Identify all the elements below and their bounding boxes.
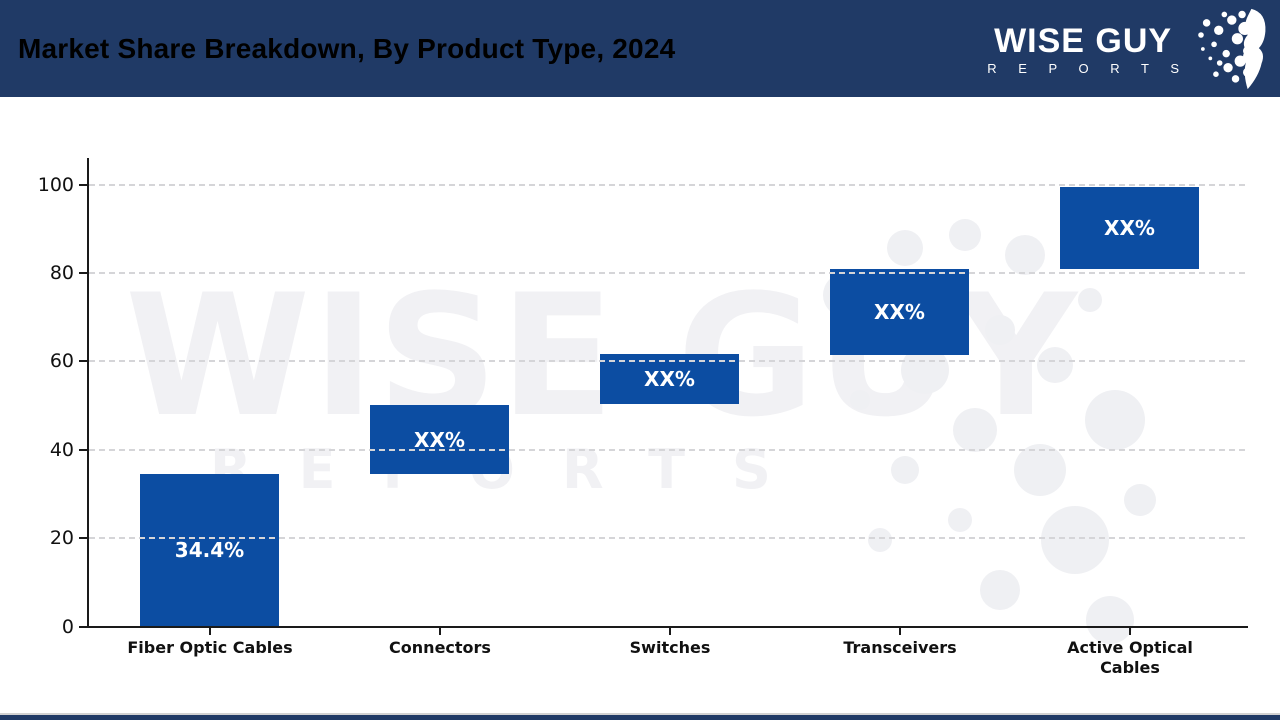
x-tick-label-connectors: Connectors bbox=[389, 638, 491, 657]
gridline-60 bbox=[89, 360, 1245, 363]
y-tick-mark-100 bbox=[79, 183, 88, 186]
x-tick-mark-transceivers bbox=[899, 628, 901, 635]
bar-fiber-optic-cables: 34.4% bbox=[140, 474, 279, 627]
y-tick-label-20: 20 bbox=[49, 527, 74, 550]
watermark-subtext: REPORTS bbox=[210, 438, 818, 501]
y-tick-mark-80 bbox=[79, 271, 88, 274]
y-tick-mark-20 bbox=[79, 537, 88, 540]
y-tick-label-40: 40 bbox=[49, 438, 74, 461]
x-tick-mark-switches bbox=[669, 628, 671, 635]
x-tick-label-switches: Switches bbox=[629, 638, 711, 657]
bar-value-label-active-optical-cables: XX% bbox=[1104, 216, 1155, 241]
y-tick-label-80: 80 bbox=[49, 261, 74, 284]
brand-subname: R E P O R T S bbox=[987, 60, 1188, 76]
bar-connectors: XX% bbox=[370, 404, 509, 475]
x-tick-mark-connectors bbox=[439, 628, 441, 635]
page-title: Market Share Breakdown, By Product Type,… bbox=[18, 33, 676, 64]
y-tick-mark-60 bbox=[79, 360, 88, 363]
brand-name: WISE GUY bbox=[994, 21, 1173, 60]
bar-active-optical-cables: XX% bbox=[1060, 187, 1199, 269]
brand-face-icon bbox=[1198, 8, 1266, 90]
gridline-20 bbox=[89, 537, 1245, 540]
gridline-100 bbox=[89, 183, 1245, 186]
gridline-80 bbox=[89, 271, 1245, 274]
header-bar: Market Share Breakdown, By Product Type,… bbox=[0, 0, 1280, 97]
footer-hairline bbox=[0, 713, 1280, 715]
y-tick-mark-0 bbox=[79, 625, 88, 628]
x-tick-mark-active-optical-cables bbox=[1129, 628, 1131, 635]
x-tick-label-transceivers: Transceivers bbox=[843, 638, 957, 657]
brand-logo-text: WISE GUY R E P O R T S bbox=[978, 23, 1188, 76]
x-tick-label-active-optical-cables: Active Optical Cables bbox=[1067, 638, 1193, 677]
gridline-40 bbox=[89, 448, 1245, 451]
bar-transceivers: XX% bbox=[830, 269, 969, 355]
y-tick-mark-40 bbox=[79, 448, 88, 451]
x-axis-line bbox=[87, 626, 1248, 628]
footer-bar bbox=[0, 715, 1280, 720]
bar-value-label-switches: XX% bbox=[644, 366, 695, 391]
y-tick-label-0: 0 bbox=[61, 615, 74, 638]
y-tick-label-100: 100 bbox=[37, 173, 74, 196]
x-tick-label-fiber-optic-cables: Fiber Optic Cables bbox=[127, 638, 293, 657]
y-tick-label-60: 60 bbox=[49, 350, 74, 373]
y-axis-line bbox=[87, 158, 89, 628]
bar-value-label-fiber-optic-cables: 34.4% bbox=[174, 538, 245, 563]
x-tick-mark-fiber-optic-cables bbox=[209, 628, 211, 635]
bar-value-label-transceivers: XX% bbox=[874, 300, 925, 324]
brand-logo: WISE GUY R E P O R T S bbox=[978, 6, 1268, 92]
bar-value-label-connectors: XX% bbox=[414, 427, 465, 452]
